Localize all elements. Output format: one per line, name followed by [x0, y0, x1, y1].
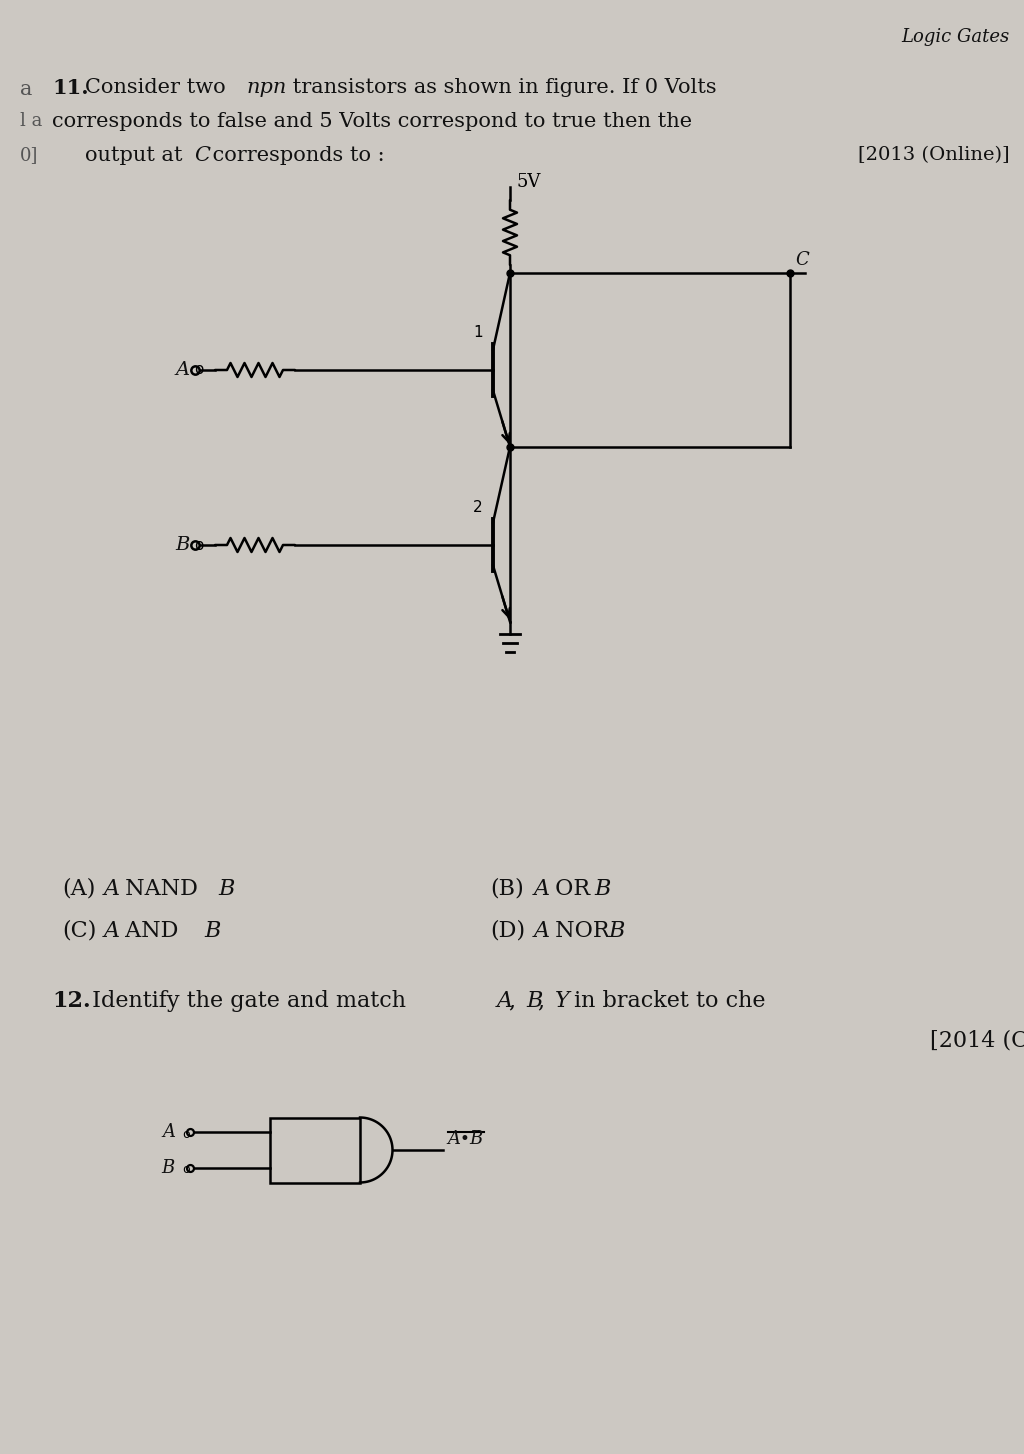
Text: (A): (A): [62, 878, 95, 900]
Text: Y: Y: [555, 990, 569, 1012]
Text: A: A: [534, 920, 550, 942]
Text: A: A: [447, 1130, 461, 1149]
Text: B: B: [162, 1159, 175, 1176]
Text: transistors as shown in figure. If 0 Volts: transistors as shown in figure. If 0 Vol…: [286, 79, 717, 97]
Text: o: o: [182, 1163, 189, 1176]
Text: B: B: [594, 878, 610, 900]
Text: B: B: [176, 537, 190, 554]
Text: [2014 (On: [2014 (On: [930, 1029, 1024, 1053]
Text: a: a: [20, 80, 33, 99]
Text: B: B: [218, 878, 234, 900]
Text: NAND: NAND: [118, 878, 205, 900]
Text: 11.: 11.: [52, 79, 89, 97]
Text: 0]: 0]: [20, 145, 38, 164]
Text: 5V: 5V: [516, 173, 541, 190]
Text: l a: l a: [20, 112, 42, 129]
Text: B: B: [526, 990, 543, 1012]
Text: corresponds to false and 5 Volts correspond to true then the: corresponds to false and 5 Volts corresp…: [52, 112, 692, 131]
Text: NOR: NOR: [548, 920, 616, 942]
Text: npn: npn: [247, 79, 288, 97]
Text: o: o: [182, 1128, 189, 1140]
Text: Identify the gate and match: Identify the gate and match: [85, 990, 413, 1012]
Text: A: A: [104, 920, 120, 942]
Text: in bracket to che: in bracket to che: [567, 990, 766, 1012]
Text: (D): (D): [490, 920, 525, 942]
Text: C: C: [194, 145, 210, 164]
Text: AND: AND: [118, 920, 185, 942]
Text: B: B: [204, 920, 220, 942]
Text: A: A: [176, 361, 190, 379]
Text: [2013 (Online)]: [2013 (Online)]: [858, 145, 1010, 164]
Text: •: •: [460, 1130, 469, 1149]
Text: output at: output at: [85, 145, 189, 164]
Text: ,: ,: [509, 990, 523, 1012]
Text: B: B: [469, 1130, 482, 1149]
Text: ,: ,: [538, 990, 552, 1012]
Text: o: o: [194, 538, 204, 553]
Text: (C): (C): [62, 920, 96, 942]
Text: A: A: [162, 1122, 175, 1141]
Text: A: A: [104, 878, 120, 900]
Text: B: B: [608, 920, 625, 942]
Text: A: A: [497, 990, 513, 1012]
Text: OR: OR: [548, 878, 597, 900]
Text: A: A: [534, 878, 550, 900]
Text: corresponds to :: corresponds to :: [206, 145, 385, 164]
Text: (B): (B): [490, 878, 523, 900]
Text: 1: 1: [473, 324, 483, 340]
Text: Logic Gates: Logic Gates: [902, 28, 1010, 47]
Text: o: o: [194, 362, 204, 378]
Text: C: C: [795, 252, 809, 269]
Text: 2: 2: [473, 500, 483, 515]
Text: Consider two: Consider two: [85, 79, 232, 97]
Text: 12.: 12.: [52, 990, 91, 1012]
